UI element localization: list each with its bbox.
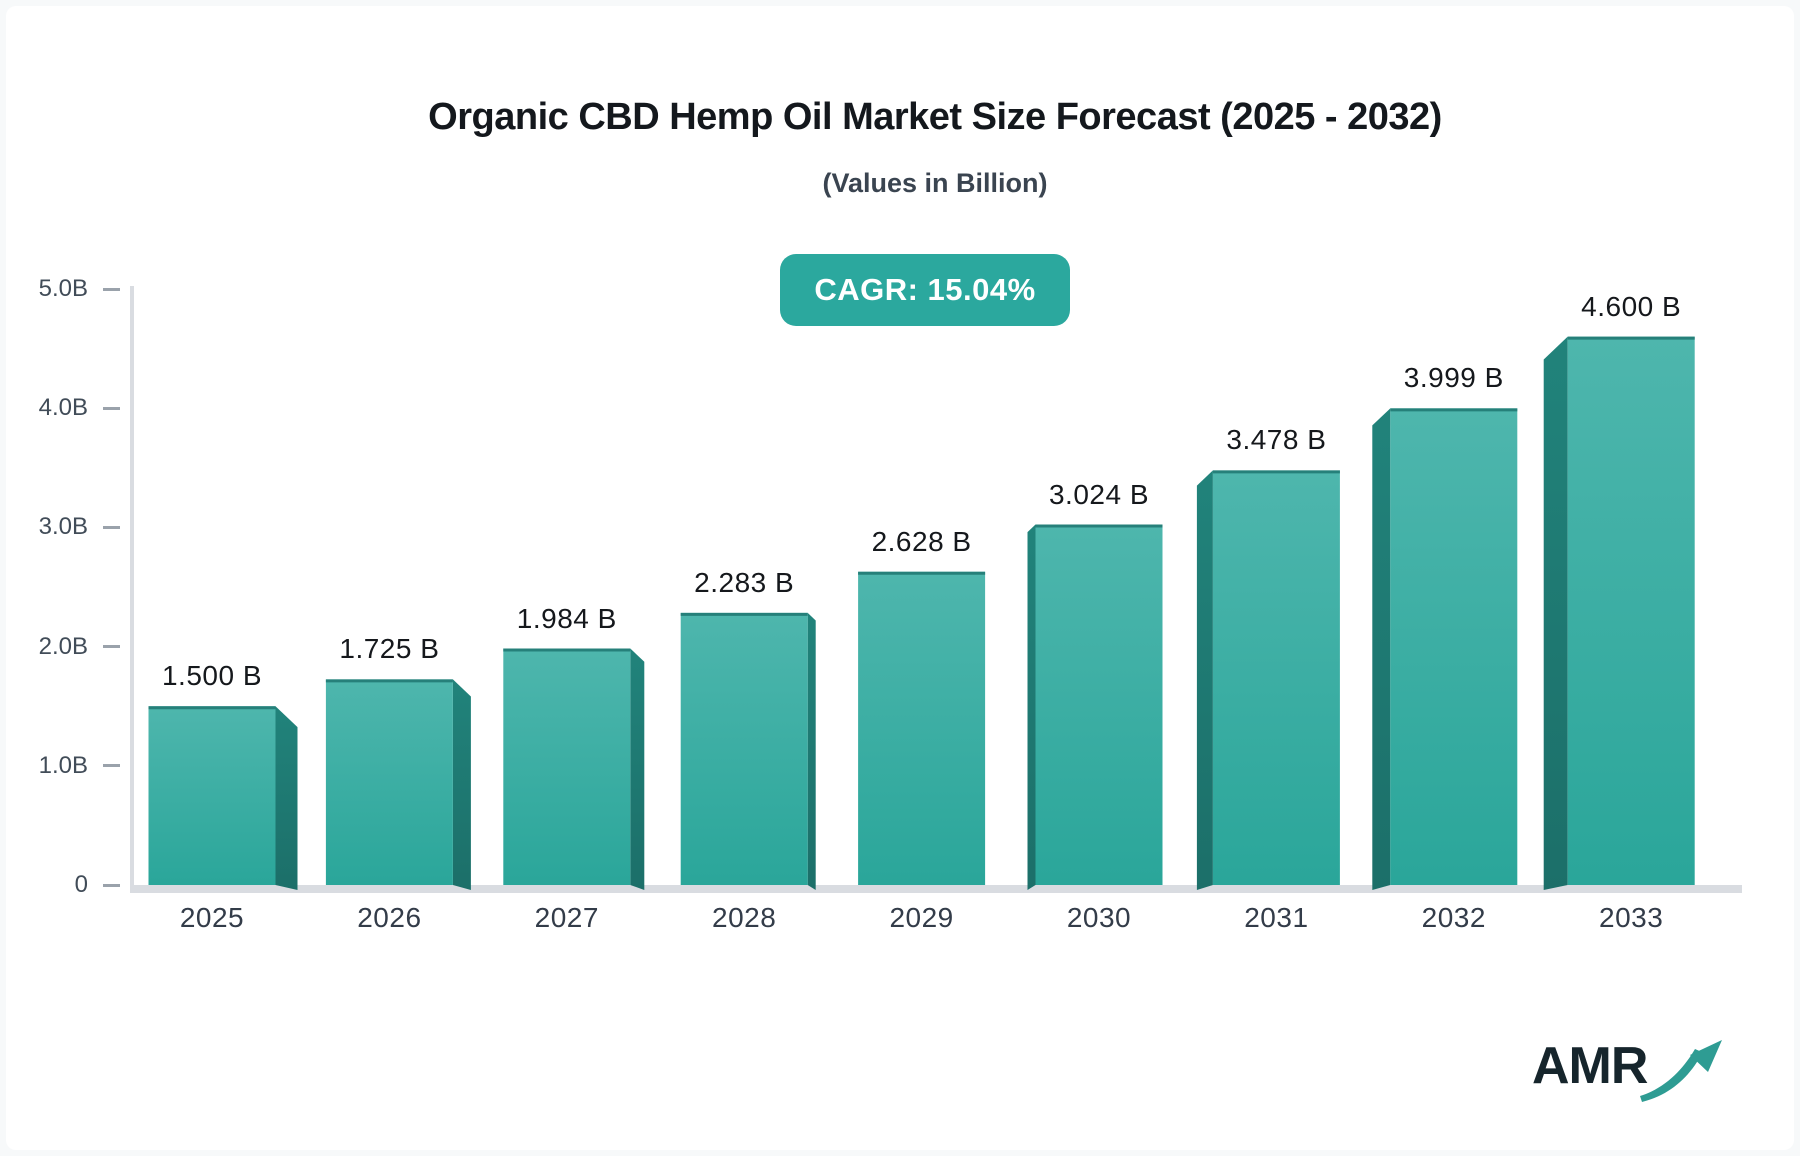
- bar-side-face: [1196, 470, 1213, 890]
- cagr-badge: CAGR: 15.04%: [780, 254, 1070, 326]
- y-tick-mark: [103, 525, 120, 529]
- bar-side-face: [1543, 336, 1568, 890]
- bar-value-label: 1.725 B: [339, 633, 440, 665]
- bar-side-face: [1372, 408, 1391, 890]
- x-axis-label: 2031: [1244, 902, 1309, 933]
- bar-side-face: [807, 612, 816, 890]
- bar-value-label: 1.500 B: [161, 660, 263, 692]
- x-axis-label: 2028: [712, 902, 777, 933]
- x-axis-label: 2032: [1421, 902, 1486, 933]
- bar-2027: [503, 648, 631, 885]
- bar-value-label: 2.628 B: [871, 525, 972, 557]
- y-tick-mark: [103, 287, 120, 291]
- x-axis-label: 2027: [534, 902, 599, 933]
- y-axis-label: 5.0B: [38, 275, 88, 302]
- bar-value-label: 4.600 B: [1581, 290, 1682, 322]
- cagr-badge-label: CAGR: 15.04%: [814, 272, 1036, 307]
- bar-2026: [325, 679, 453, 885]
- x-axis-label: 2029: [889, 902, 954, 933]
- bar-2031: [1212, 470, 1340, 885]
- bar-value-label: 2.283 B: [694, 566, 795, 598]
- y-axis-label: 0: [74, 871, 88, 898]
- bar-side-face: [630, 648, 645, 890]
- y-tick-mark: [103, 406, 120, 410]
- bar-2029: [858, 571, 986, 885]
- x-axis-label: 2026: [357, 902, 422, 933]
- y-axis-label: 2.0B: [38, 632, 88, 660]
- y-axis-label: 1.0B: [38, 751, 88, 779]
- y-tick-mark: [103, 645, 120, 649]
- chart-title: Organic CBD Hemp Oil Market Size Forecas…: [428, 96, 1442, 138]
- x-axis-label: 2025: [179, 902, 245, 933]
- bar-2025: [148, 706, 276, 885]
- bar-side-face: [1027, 524, 1036, 890]
- x-axis-label: 2033: [1599, 902, 1664, 933]
- bar-2030: [1035, 524, 1163, 885]
- y-tick-mark: [103, 883, 120, 887]
- amr-logo-text: AMR: [1532, 1037, 1648, 1095]
- bar-2033: [1567, 336, 1695, 885]
- y-axis-label: 4.0B: [38, 394, 88, 422]
- bar-value-label: 3.024 B: [1048, 478, 1150, 510]
- bar-side-face: [452, 679, 471, 890]
- chart-subtitle: (Values in Billion): [822, 168, 1048, 198]
- growth-arrow-icon: [1640, 1040, 1722, 1102]
- bar-side-face: [275, 706, 298, 890]
- y-axis-line: [130, 286, 134, 893]
- x-axis-line: [130, 885, 1742, 893]
- bar-value-label: 1.984 B: [516, 602, 617, 634]
- x-axis-label: 2030: [1066, 902, 1132, 933]
- amr-logo: AMR: [1532, 1036, 1722, 1116]
- bar-value-label: 3.999 B: [1403, 362, 1504, 394]
- bar-2032: [1390, 408, 1518, 885]
- y-tick-mark: [103, 764, 120, 768]
- y-axis-label: 3.0B: [38, 513, 88, 541]
- bar-2028: [680, 612, 808, 885]
- bar-value-label: 3.478 B: [1226, 424, 1327, 456]
